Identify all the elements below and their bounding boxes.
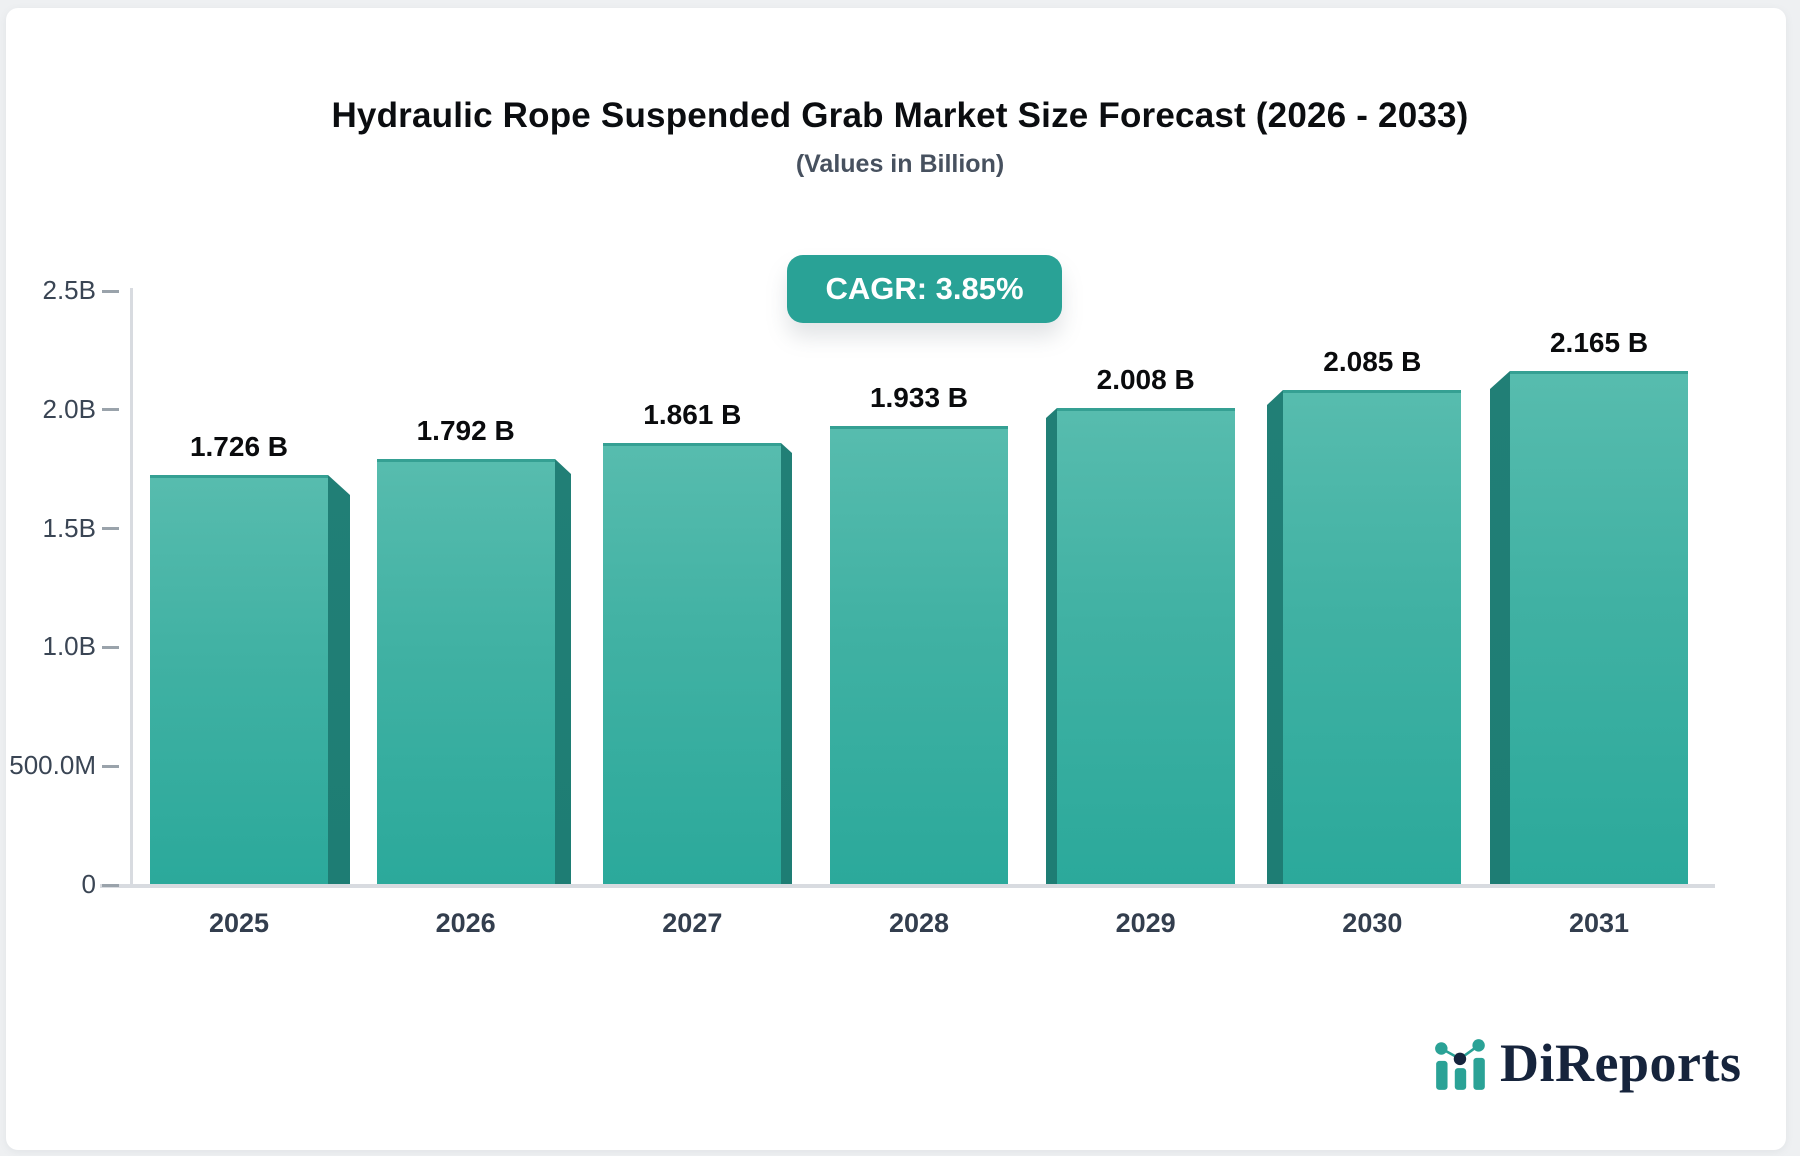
x-axis-label-2030: 2030 <box>1342 908 1403 938</box>
bar-value-label: 1.861 B <box>643 399 742 430</box>
x-axis-label-2031: 2031 <box>1568 908 1630 938</box>
bar-value-label: 2.085 B <box>1323 346 1422 377</box>
bar-side-face <box>555 459 571 884</box>
bar-value-label: 2.165 B <box>1549 327 1649 358</box>
chart-subtitle: (Values in Billion) <box>795 150 1005 178</box>
y-axis-tick <box>102 764 119 768</box>
y-axis-tick <box>102 527 119 531</box>
bar-side-face <box>328 475 350 884</box>
y-axis-tick-label: 0 <box>81 869 96 899</box>
direports-logo: DiReports <box>1432 1032 1741 1094</box>
x-axis-line <box>100 884 1715 888</box>
y-axis-tick <box>102 289 119 293</box>
bar-2027 <box>603 443 781 884</box>
y-axis-tick-label: 2.0B <box>42 393 97 424</box>
bar-side-face <box>1046 408 1057 884</box>
x-axis-label-2029: 2029 <box>1115 908 1176 938</box>
chart-title: Hydraulic Rope Suspended Grab Market Siz… <box>331 96 1469 135</box>
y-axis-tick <box>102 645 119 649</box>
x-axis-label-2026: 2026 <box>435 908 496 938</box>
y-axis-tick-label: 2.5B <box>42 275 97 305</box>
x-axis-label-2028: 2028 <box>888 908 950 938</box>
bar-2029 <box>1057 408 1235 884</box>
bar-value-label: 1.726 B <box>189 431 289 462</box>
y-axis-tick <box>102 883 119 887</box>
bar-2031 <box>1510 371 1688 884</box>
y-axis-tick-label: 500.0M <box>9 750 96 781</box>
y-axis-tick-label: 1.0B <box>42 631 97 662</box>
y-axis-tick-label: 1.5B <box>42 512 97 543</box>
direports-logo-text: DiReports <box>1500 1033 1742 1093</box>
bar-side-face <box>781 443 792 884</box>
bar-2028 <box>830 426 1008 884</box>
bar-side-face <box>1267 390 1283 884</box>
direports-logo-icon <box>1435 1039 1485 1090</box>
cagr-badge: CAGR: 3.85% <box>787 255 1062 323</box>
x-axis-label-2025: 2025 <box>208 908 270 938</box>
bar-value-label: 2.008 B <box>1096 364 1195 395</box>
y-axis-tick <box>102 408 119 412</box>
bar-value-label: 1.933 B <box>869 382 969 413</box>
bar-value-label: 1.792 B <box>416 415 515 446</box>
bar-side-face <box>1490 371 1510 884</box>
bar-2025 <box>150 475 328 884</box>
bar-2030 <box>1283 390 1461 884</box>
bar-2026 <box>377 459 555 884</box>
x-axis-label-2027: 2027 <box>662 908 723 938</box>
y-axis-line <box>130 288 133 887</box>
